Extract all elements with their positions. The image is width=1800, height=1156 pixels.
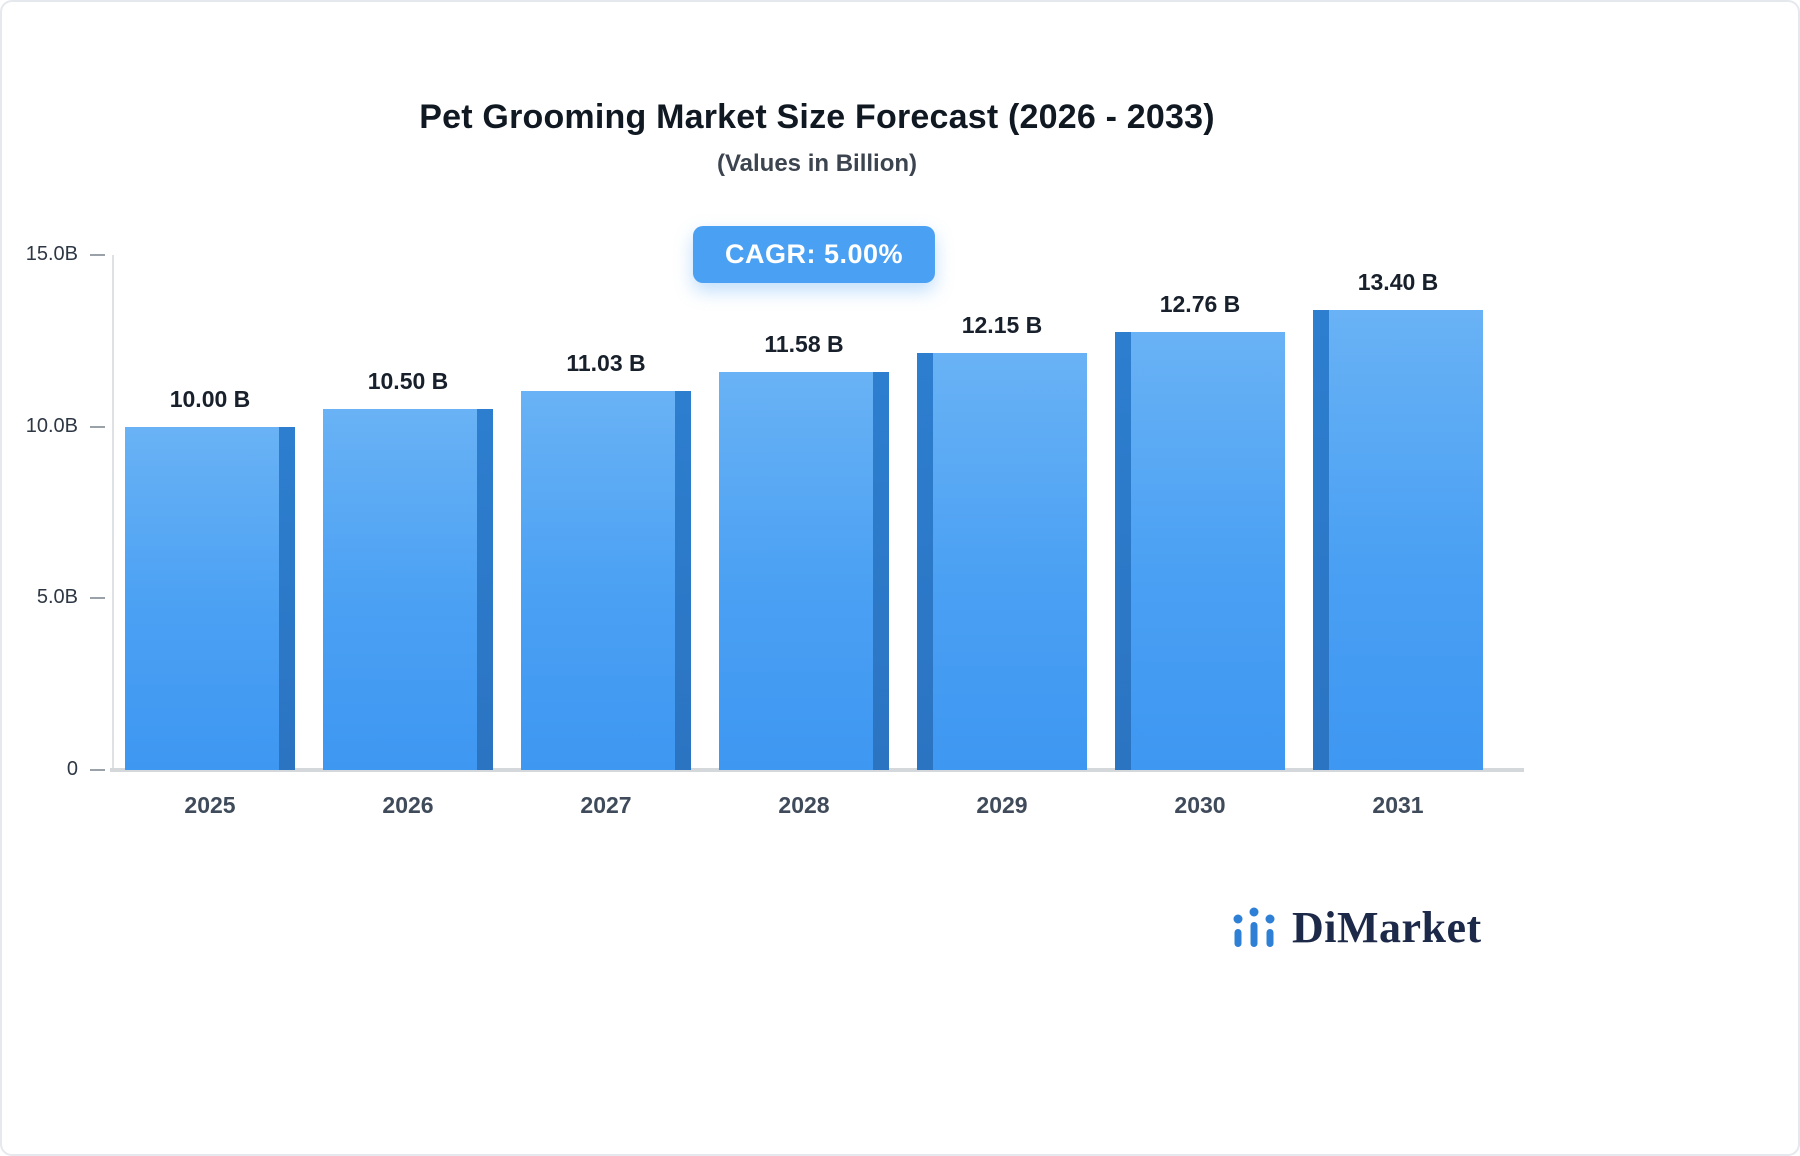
y-axis-label: 15.0B	[25, 243, 78, 265]
y-axis: 15.0B 10.0B 5.0B 0	[2, 243, 112, 780]
bar-side-shade	[917, 353, 933, 770]
y-axis-tick	[90, 769, 105, 771]
x-axis-label: 2030	[1174, 792, 1226, 818]
bar-side-shade	[1313, 310, 1329, 770]
bar-side-shade	[873, 372, 889, 770]
bar-side-shade	[279, 427, 295, 770]
bar-value-label: 12.15 B	[961, 312, 1043, 338]
x-axis-label: 2028	[778, 792, 830, 818]
bar-2027	[521, 391, 691, 770]
x-axis-label: 2026	[382, 792, 434, 818]
bar-side-shade	[477, 409, 493, 770]
x-axis-label: 2025	[184, 792, 236, 818]
bar-value-label: 11.03 B	[566, 350, 646, 376]
y-axis-line	[112, 255, 114, 771]
y-axis-label: 10.0B	[25, 414, 78, 437]
y-axis-label: 0	[66, 758, 78, 780]
x-axis-label: 2029	[976, 792, 1028, 818]
y-axis-tick	[90, 597, 105, 600]
bar-value-label: 11.58 B	[764, 331, 844, 357]
bar-2026	[323, 409, 493, 770]
bar-2028	[719, 372, 889, 770]
brand-logo: DiMarket	[1230, 902, 1482, 953]
bar-2025	[125, 427, 295, 770]
y-axis-label: 5.0B	[36, 586, 78, 609]
x-axis-label: 2031	[1372, 792, 1424, 818]
bar-side-shade	[675, 391, 691, 770]
bar-2029	[917, 353, 1087, 770]
bar-2031	[1313, 310, 1483, 770]
x-axis-label: 2027	[580, 792, 632, 818]
bar-value-label: 10.50 B	[367, 368, 449, 394]
chart-title: Pet Grooming Market Size Forecast (2026 …	[419, 98, 1215, 136]
bar-chart-icon	[1233, 907, 1275, 947]
bar-2030	[1115, 332, 1285, 770]
bar-value-label: 13.40 B	[1357, 269, 1439, 295]
y-axis-tick	[90, 425, 105, 428]
brand-name: DiMarket	[1292, 903, 1482, 952]
bar-side-shade	[1115, 332, 1131, 770]
x-axis-line	[110, 768, 1524, 772]
y-axis-tick	[90, 254, 105, 256]
bar-value-label: 12.76 B	[1159, 291, 1241, 317]
cagr-badge: CAGR: 5.00%	[692, 226, 936, 283]
bar-chart-plot: 10.00 B 2025 10.50 B 2026 11.03 B 2027 11.58 B…	[110, 255, 1524, 818]
chart-subtitle: (Values in Billion)	[716, 150, 918, 177]
bar-value-label: 10.00 B	[169, 386, 251, 412]
